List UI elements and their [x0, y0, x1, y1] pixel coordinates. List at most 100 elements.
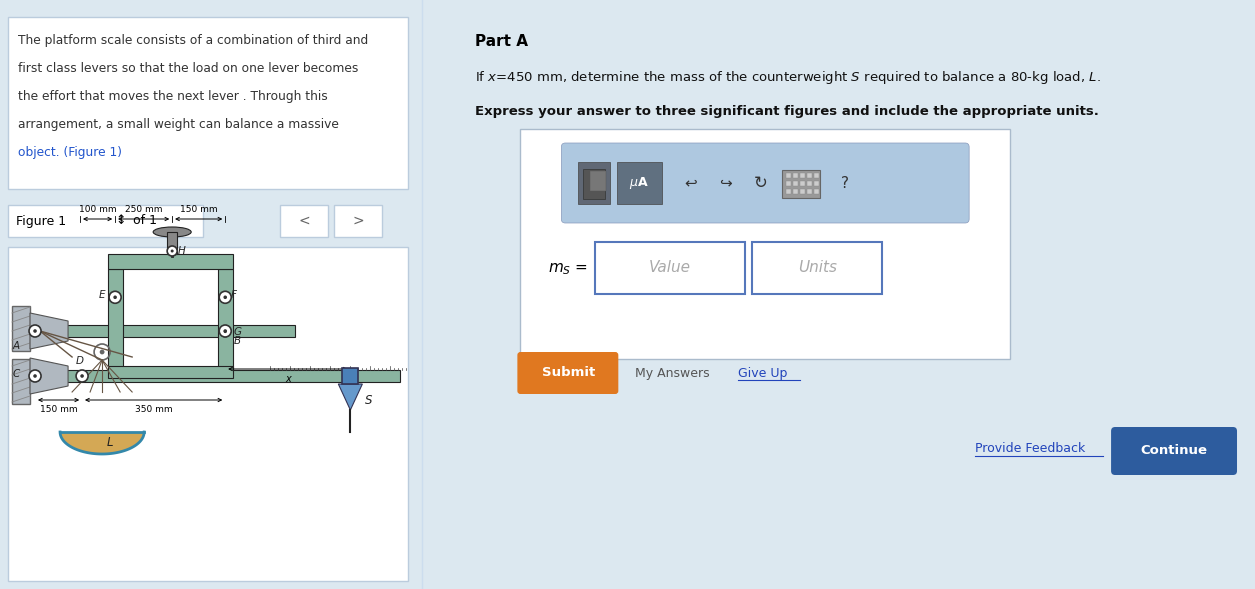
Text: ?: ? — [841, 176, 850, 190]
Text: Submit: Submit — [542, 366, 595, 379]
Circle shape — [33, 329, 36, 333]
Text: D: D — [77, 356, 84, 366]
Text: Part A: Part A — [476, 34, 528, 49]
FancyBboxPatch shape — [561, 143, 969, 223]
Bar — [793, 181, 798, 186]
Text: Value: Value — [649, 260, 692, 276]
Text: G: G — [233, 327, 241, 337]
Text: If $x$=450 mm, determine the mass of the counterweight $S$ required to balance a: If $x$=450 mm, determine the mass of the… — [476, 69, 1102, 86]
Text: object. (Figure 1): object. (Figure 1) — [18, 146, 122, 159]
FancyBboxPatch shape — [280, 205, 329, 237]
Bar — [801, 189, 806, 194]
Circle shape — [80, 374, 84, 378]
Polygon shape — [30, 313, 68, 349]
Bar — [752, 242, 882, 294]
Bar — [801, 173, 806, 178]
Bar — [13, 306, 30, 351]
Text: Provide Feedback: Provide Feedback — [975, 442, 1086, 455]
Text: 350 mm: 350 mm — [134, 405, 172, 414]
Circle shape — [223, 330, 227, 333]
Bar — [108, 254, 233, 269]
Bar — [40, 325, 295, 337]
Text: $\mu$A: $\mu$A — [630, 175, 649, 191]
Circle shape — [99, 350, 104, 355]
Text: Continue: Continue — [1141, 445, 1207, 458]
Bar — [521, 129, 1010, 359]
Text: the effort that moves the next lever . Through this: the effort that moves the next lever . T… — [18, 90, 328, 103]
Bar — [590, 171, 606, 191]
Circle shape — [220, 292, 231, 303]
Polygon shape — [339, 384, 363, 410]
Bar — [167, 232, 177, 254]
Bar — [807, 189, 812, 194]
Circle shape — [223, 329, 227, 333]
Circle shape — [223, 296, 227, 299]
Text: C: C — [13, 369, 20, 379]
Text: F: F — [230, 290, 236, 300]
Ellipse shape — [153, 227, 191, 237]
Text: <: < — [299, 214, 310, 228]
Text: Figure 1: Figure 1 — [16, 214, 67, 227]
Circle shape — [171, 250, 173, 253]
FancyBboxPatch shape — [334, 205, 383, 237]
Text: Give Up: Give Up — [738, 366, 788, 379]
Bar — [807, 173, 812, 178]
Circle shape — [33, 374, 36, 378]
Bar — [595, 242, 745, 294]
Text: A: A — [13, 341, 20, 351]
FancyBboxPatch shape — [8, 17, 408, 189]
Text: $m_S$ =: $m_S$ = — [548, 261, 589, 277]
Bar — [814, 181, 820, 186]
Circle shape — [113, 296, 117, 299]
Bar — [218, 269, 233, 370]
Text: ↕: ↕ — [115, 214, 126, 227]
Text: S: S — [365, 395, 373, 408]
Bar — [801, 181, 806, 186]
FancyBboxPatch shape — [1111, 427, 1237, 475]
Circle shape — [77, 370, 88, 382]
Text: L: L — [107, 435, 114, 448]
Bar — [814, 189, 820, 194]
Text: ↩: ↩ — [684, 176, 697, 190]
Bar — [13, 359, 30, 404]
Polygon shape — [60, 432, 144, 454]
Text: >: > — [353, 214, 364, 228]
Bar — [108, 269, 123, 370]
Text: B: B — [233, 336, 241, 346]
Bar — [807, 181, 812, 186]
Circle shape — [109, 292, 122, 303]
Text: 100 mm: 100 mm — [79, 205, 117, 214]
Text: 150 mm: 150 mm — [40, 405, 78, 414]
Bar — [40, 370, 400, 382]
Text: 250 mm: 250 mm — [126, 205, 162, 214]
Bar — [793, 189, 798, 194]
Bar — [8, 247, 408, 581]
Circle shape — [29, 370, 41, 382]
Bar — [786, 189, 791, 194]
Text: x: x — [285, 374, 291, 384]
Text: E: E — [99, 290, 105, 300]
Bar — [108, 366, 233, 378]
Bar — [579, 162, 610, 204]
Text: of 1: of 1 — [133, 214, 157, 227]
Text: The platform scale consists of a combination of third and: The platform scale consists of a combina… — [18, 34, 368, 47]
Circle shape — [220, 325, 231, 337]
Bar — [814, 173, 820, 178]
Text: ↻: ↻ — [753, 174, 767, 192]
Text: Units: Units — [798, 260, 837, 276]
Text: 150 mm: 150 mm — [179, 205, 217, 214]
Bar — [786, 173, 791, 178]
Bar — [584, 169, 605, 199]
Text: ↪: ↪ — [719, 176, 732, 190]
FancyBboxPatch shape — [517, 352, 619, 394]
Text: first class levers so that the load on one lever becomes: first class levers so that the load on o… — [18, 62, 359, 75]
Text: Express your answer to three significant figures and include the appropriate uni: Express your answer to three significant… — [476, 105, 1099, 118]
Bar — [786, 181, 791, 186]
Circle shape — [220, 327, 230, 337]
Bar — [343, 368, 359, 384]
Text: My Answers: My Answers — [635, 366, 710, 379]
Bar — [793, 173, 798, 178]
Bar — [617, 162, 663, 204]
FancyBboxPatch shape — [8, 205, 203, 237]
Bar — [782, 170, 821, 198]
